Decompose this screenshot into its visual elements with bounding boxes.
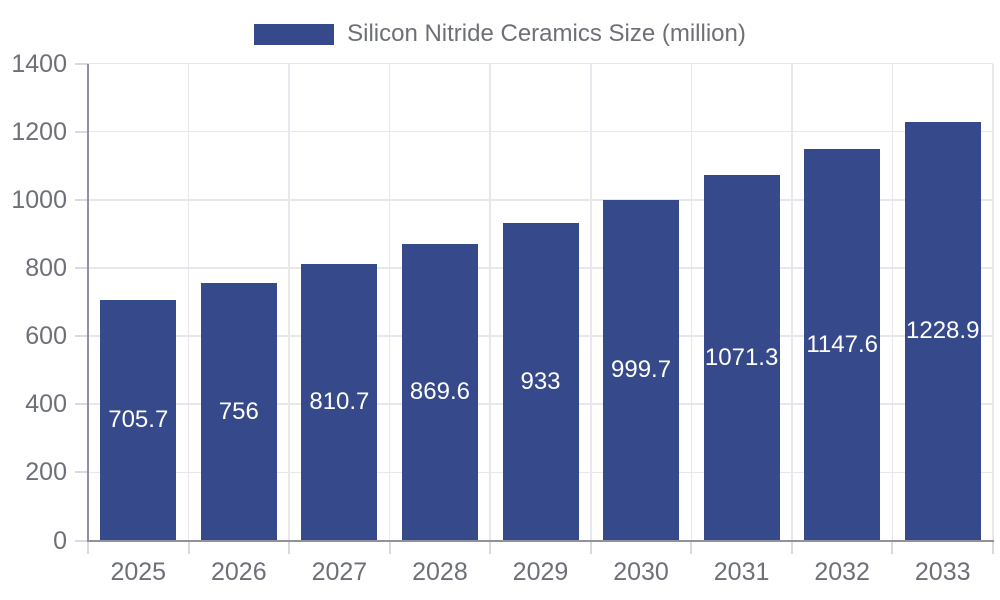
gridline-v [388,63,391,541]
y-tick [75,335,88,338]
bar-2028[interactable]: 869.6 [401,244,478,541]
gridline-v [791,63,793,541]
gridline-v [690,63,693,541]
x-tick [589,540,592,554]
x-tick-label-2031: 2031 [713,558,770,586]
y-tick-label-1400: 1400 [11,49,67,78]
x-tick-label-2029: 2029 [512,558,569,586]
bar-value-label: 869.6 [409,378,470,406]
bar-2025[interactable]: 705.7 [100,300,177,541]
x-tick-label-2030: 2030 [613,558,669,586]
y-tick [75,539,88,542]
bar-2027[interactable]: 810.7 [301,264,378,541]
y-tick [75,403,88,406]
x-tick-label-2028: 2028 [412,558,468,586]
y-tick [75,130,88,133]
bar-value-label: 1147.6 [806,330,878,358]
legend-label: Silicon Nitride Ceramics Size (million) [347,20,746,47]
y-tick-label-1200: 1200 [11,117,67,146]
gridline-h-1400 [88,62,993,65]
x-tick-label-2027: 2027 [311,558,368,586]
y-tick-label-200: 200 [25,458,67,487]
bar-value-label: 705.7 [108,406,169,434]
y-tick [75,266,88,269]
x-tick [87,540,89,554]
x-tick [489,540,492,554]
bar-value-label: 999.7 [611,356,672,384]
bar-value-label: 1228.9 [906,317,980,345]
legend-swatch [254,23,335,45]
x-tick [388,540,391,554]
gridline-v [288,63,290,541]
y-tick-label-800: 800 [25,253,67,282]
y-tick [75,198,88,201]
y-tick [75,471,88,474]
bar-2033[interactable]: 1228.9 [904,121,981,541]
bar-value-label: 810.7 [309,388,370,416]
y-tick-label-600: 600 [25,322,67,351]
gridline-v [489,63,491,541]
bar-value-label: 756 [218,397,259,425]
x-tick [187,540,190,554]
x-tick-label-2033: 2033 [914,558,971,586]
y-tick [75,62,88,65]
bar-2030[interactable]: 999.7 [603,199,680,541]
x-tick [690,540,693,554]
gridline-v [992,63,994,541]
y-tick-label-1000: 1000 [11,185,67,214]
bar-2031[interactable]: 1071.3 [703,175,780,541]
gridline-v [187,63,190,541]
x-tick [891,540,894,554]
x-tick [288,540,291,554]
x-tick [992,540,994,554]
bar-value-label: 933 [520,367,561,395]
gridline-h-1200 [88,130,993,133]
x-axis-line [87,539,994,542]
legend-item[interactable]: Silicon Nitride Ceramics Size (million) [0,20,1000,48]
x-tick-label-2025: 2025 [110,558,167,586]
bar-2032[interactable]: 1147.6 [804,149,881,541]
x-tick-label-2032: 2032 [814,558,870,586]
bar-2029[interactable]: 933 [502,222,579,541]
gridline-v [891,63,894,541]
gridline-v [590,63,592,541]
gridline-h-1000 [88,199,993,201]
y-tick-label-0: 0 [53,526,67,555]
bar-2026[interactable]: 756 [200,282,277,541]
bar-value-label: 1071.3 [704,343,779,371]
y-tick-label-400: 400 [25,390,67,419]
x-tick-label-2026: 2026 [211,558,267,586]
y-axis-line [87,63,89,541]
x-tick [790,540,793,554]
